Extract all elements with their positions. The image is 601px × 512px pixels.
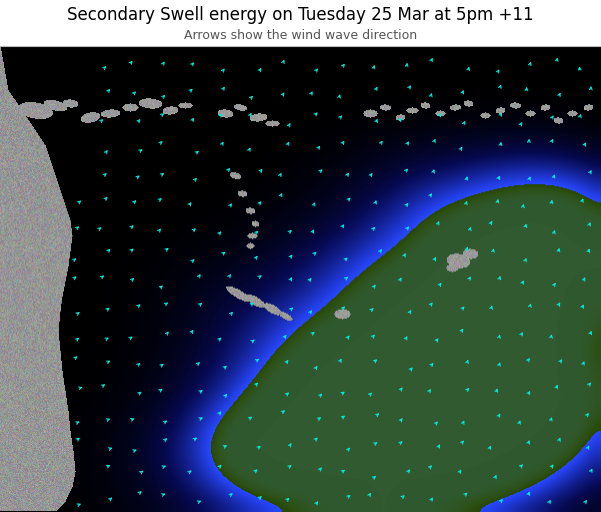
Text: Secondary Swell energy on Tuesday 25 Mar at 5pm +11: Secondary Swell energy on Tuesday 25 Mar…: [67, 6, 534, 24]
Text: Arrows show the wind wave direction: Arrows show the wind wave direction: [184, 30, 417, 42]
